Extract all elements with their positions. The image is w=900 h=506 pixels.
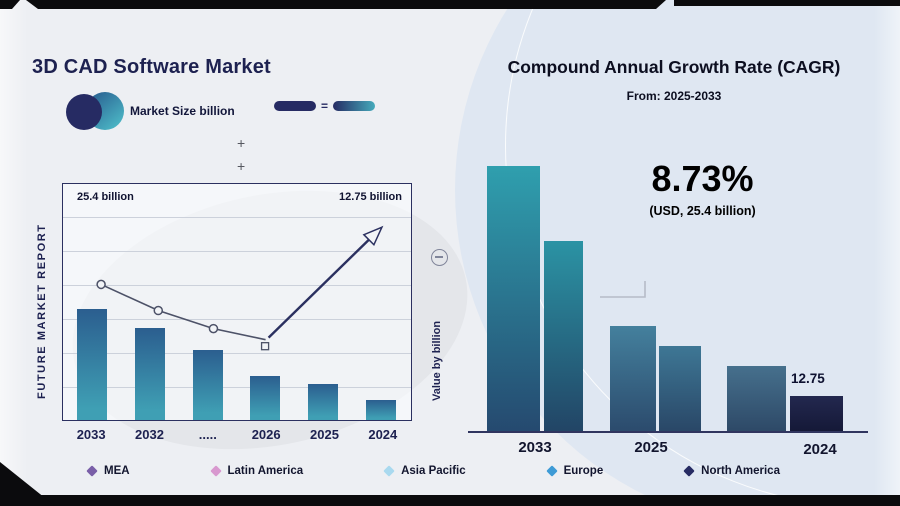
chart-annotation-right: 12.75 billion	[339, 191, 402, 203]
value-annotation: 12.75	[791, 371, 825, 386]
value-axis-label: Value by billion	[431, 320, 443, 401]
x-axis-label: 2026	[251, 427, 281, 442]
scale-pills: =	[274, 99, 376, 113]
cagr-note: (USD, 25.4 billion)	[649, 204, 756, 218]
left-chart-xlabels: 2033 2032..... 2026 2025 2024	[62, 427, 412, 442]
market-size-bar	[192, 350, 223, 420]
decor-top-right-strip	[674, 0, 900, 6]
plus-mark: +	[237, 158, 246, 174]
legend-item: North America	[683, 465, 780, 477]
market-size-bar	[366, 400, 397, 420]
watermark-text: FUTURE MARKET REPORT	[36, 223, 48, 399]
x-axis-label: 2032	[135, 427, 164, 442]
sphere-icon	[66, 92, 124, 132]
decor-edge-right	[874, 0, 900, 506]
market-size-label: Market Size billion	[130, 104, 235, 118]
right-axis-label-2033: 2033	[518, 439, 552, 456]
decor-bottom-strip	[0, 495, 900, 506]
market-size-bar	[76, 309, 107, 420]
plus-mark: +	[237, 135, 246, 151]
pill-dark	[274, 101, 316, 111]
legend-diamond-icon	[209, 465, 222, 477]
legend-item: Latin America	[209, 465, 304, 477]
x-axis-label: .....	[198, 427, 217, 442]
decor-edge-left	[0, 0, 28, 506]
legend-item: MEA	[86, 465, 130, 477]
market-size-bar	[134, 327, 165, 420]
region-legend: MEA Latin America Asia Pacific Europe North …	[86, 465, 780, 477]
right-chart-axis	[468, 431, 868, 433]
cagr-title: Compound Annual Growth Rate (CAGR)	[507, 57, 841, 77]
x-axis-label: 2025	[310, 427, 339, 442]
legend-item: Europe	[545, 465, 604, 477]
step-bracket-decor	[600, 281, 646, 298]
right-axis-label-2025: 2025	[634, 439, 668, 456]
x-axis-label: 2024	[368, 427, 398, 442]
market-size-chart: 25.4 billion 12.75 billion	[62, 183, 412, 421]
circle-minus-icon	[431, 249, 448, 266]
chart-annotation-left: 25.4 billion	[77, 191, 134, 203]
cagr-value: 8.73%	[651, 158, 754, 199]
legend-diamond-icon	[383, 465, 395, 477]
right-axis-label-2024: 2024	[803, 441, 837, 458]
legend-diamond-icon	[86, 465, 98, 477]
page-title: 3D CAD Software Market	[32, 56, 271, 78]
decor-top-corner-strip	[0, 0, 20, 9]
sphere-navy-half	[66, 94, 102, 130]
legend-label: Asia Pacific	[401, 465, 466, 477]
legend-diamond-icon	[545, 465, 558, 477]
legend-diamond-icon	[683, 465, 695, 477]
legend-label: MEA	[104, 465, 130, 477]
cagr-subtitle: From: 2025-2033	[626, 89, 722, 103]
left-chart-bars	[63, 184, 411, 420]
market-size-bar	[308, 384, 339, 420]
equals-sign: =	[321, 99, 329, 113]
legend-label: Latin America	[227, 465, 304, 477]
legend-item: Asia Pacific	[383, 465, 466, 477]
trend-line-and-arrow-icon	[96, 225, 384, 351]
market-size-bar	[250, 376, 281, 420]
x-axis-label: 2033	[76, 427, 106, 442]
legend-label: Europe	[563, 465, 604, 477]
decor-top-strip	[26, 0, 666, 9]
pill-gradient	[333, 101, 376, 111]
legend-label: North America	[701, 465, 780, 477]
